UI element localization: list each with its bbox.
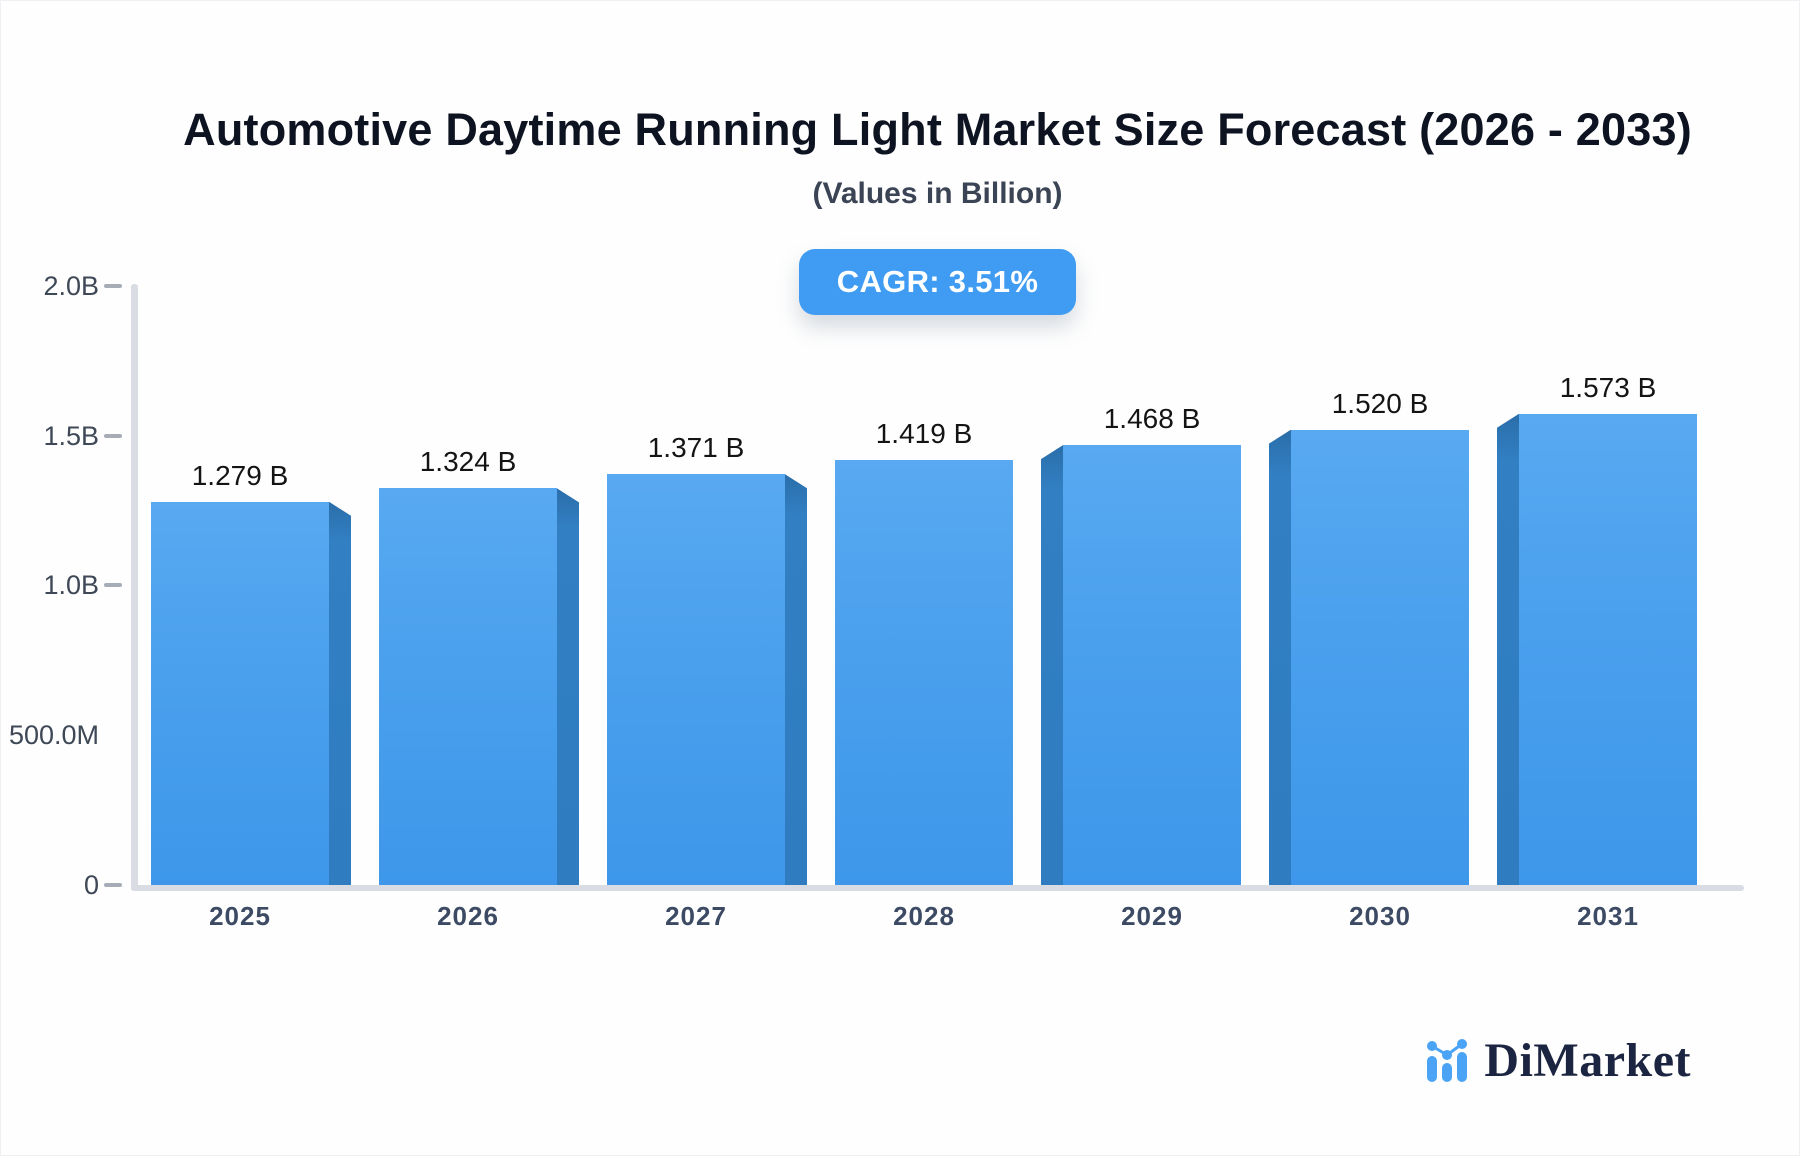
bar-side-face — [329, 501, 351, 885]
y-axis-label: 500.0M — [8, 720, 99, 751]
x-axis-label: 2031 — [1577, 901, 1639, 931]
bar-value-label: 1.324 B — [419, 446, 517, 478]
bar-side-face — [785, 474, 807, 885]
chart-subtitle: (Values in Billion) — [812, 176, 1063, 210]
y-axis-label: 0 — [83, 870, 99, 900]
x-axis-label: 2026 — [437, 901, 499, 931]
bar-side-face — [557, 488, 579, 885]
chart-title: Automotive Daytime Running Light Market … — [183, 104, 1692, 155]
bar-value-label: 1.371 B — [647, 432, 745, 464]
y-axis-tick — [104, 283, 122, 288]
brand-name: DiMarket — [1484, 1034, 1691, 1087]
y-axis-tick — [104, 883, 122, 887]
x-axis-label: 2027 — [665, 901, 727, 931]
x-axis-label: 2030 — [1349, 901, 1411, 931]
bar-value-label: 1.520 B — [1331, 387, 1429, 419]
y-axis-label: 1.0B — [43, 570, 99, 601]
y-axis-tick — [104, 583, 122, 588]
x-axis-label: 2025 — [209, 901, 271, 931]
bar-value-label: 1.573 B — [1559, 371, 1657, 403]
bar-2028 — [835, 459, 1013, 885]
bar-2025 — [151, 501, 329, 885]
bar-2026 — [379, 488, 557, 885]
x-axis-label: 2028 — [893, 901, 955, 931]
x-axis-label: 2029 — [1121, 901, 1183, 931]
y-axis-line — [131, 284, 138, 891]
bar-2029 — [1063, 445, 1241, 885]
bar-side-face — [1041, 445, 1063, 885]
bar-value-label: 1.468 B — [1103, 403, 1201, 435]
bar-2031 — [1519, 413, 1697, 885]
bar-2030 — [1291, 429, 1469, 885]
y-axis-tick — [104, 433, 122, 438]
y-axis-label: 1.5B — [43, 420, 99, 451]
bar-side-face — [1497, 413, 1519, 885]
bar-side-face — [1269, 429, 1291, 885]
cagr-badge: CAGR: 3.51% — [798, 248, 1077, 315]
mini-bar-chart-icon — [1427, 1038, 1468, 1082]
brand-logo: DiMarket — [1424, 1033, 1691, 1088]
chart-header: Automotive Daytime Running Light Market … — [131, 1, 1744, 315]
bar-value-label: 1.419 B — [875, 417, 973, 449]
y-axis-label: 2.0B — [43, 270, 99, 301]
bar-2027 — [607, 474, 785, 885]
bar-value-label: 1.279 B — [191, 459, 289, 491]
x-axis-line — [131, 885, 1744, 891]
